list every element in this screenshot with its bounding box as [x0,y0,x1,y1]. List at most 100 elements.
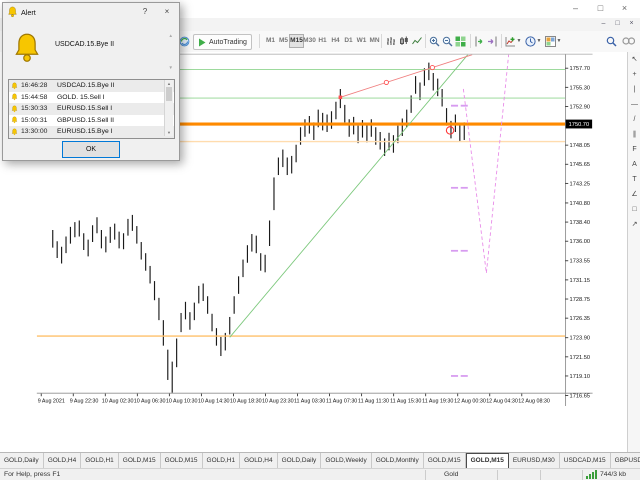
scrollbar-thumb[interactable] [166,87,172,101]
data-window-icon[interactable] [620,34,636,48]
cursor-icon[interactable]: ↖ [631,56,638,63]
alert-dialog-titlebar[interactable]: Alert ? × [3,3,179,21]
equidistant-channel-icon[interactable]: ∥ [632,131,637,138]
alert-time: 15:44:58 [21,93,48,101]
uptrend-green[interactable] [229,54,469,338]
chart-tab-gold-m15[interactable]: GOLD,M15 [465,453,509,469]
status-bar: For Help, press F1 Gold 744/3 kb [0,468,640,480]
ok-button[interactable]: OK [62,141,120,158]
chart-bars-icon[interactable] [384,34,397,48]
autotrading-play-icon [199,38,206,46]
timeframe-d1[interactable]: D1 [344,37,353,44]
svg-text:1755.30: 1755.30 [570,85,590,91]
window-minimize-button[interactable]: – [572,3,578,13]
shapes-icon[interactable]: □ [632,206,637,213]
alert-history-list[interactable]: 16:46:28 USDCAD.15.Bye II 15:44:58 GOLD. 15… [8,79,175,139]
chart-tab-gold-weekly[interactable]: GOLD,Weekly [321,453,372,469]
zoom-in-icon[interactable] [428,34,441,48]
alert-row[interactable]: 15:44:58 GOLD. 15.Sell I [9,92,174,104]
trendline-anchor[interactable] [383,79,389,85]
timeframe-m5[interactable]: M5 [278,37,289,44]
templates-button[interactable]: ▼ [544,34,562,48]
chart-tab-gbpusd-m15[interactable]: GBPUSD,M15 [610,453,640,469]
zoom-out-icon[interactable] [441,34,454,48]
text-label-icon[interactable]: T [632,176,637,183]
alert-row[interactable]: 15:00:31 GBPUSD.15.Sell II [9,115,174,127]
autotrading-button[interactable]: AutoTrading [193,34,252,50]
dialog-close-button[interactable]: × [164,7,170,16]
autoscroll-icon[interactable] [473,34,486,48]
bell-icon [11,128,18,135]
alert-row[interactable]: 16:46:28 USDCAD.15.Bye II [9,80,174,92]
chart-tab-gold-m15[interactable]: GOLD,M15 [160,453,203,469]
bell-icon [11,93,18,101]
dialog-help-button[interactable]: ? [142,7,148,16]
timeframe-mn[interactable]: MN [369,37,380,44]
timeframe-h4[interactable]: H4 [331,37,340,44]
arrows-icon[interactable]: ↗ [631,221,638,228]
trendline-anchor[interactable] [429,64,435,71]
svg-text:10 Aug 02:30: 10 Aug 02:30 [102,398,134,404]
vertical-line-icon[interactable]: | [633,86,636,93]
crosshair-icon[interactable]: + [632,71,637,78]
chart-tab-gold-h4[interactable]: GOLD,H4 [43,453,82,469]
chart-tab-eurusd-m30[interactable]: EURUSD,M30 [508,453,560,469]
child-restore-button[interactable]: □ [615,20,620,27]
timeframe-w1[interactable]: W1 [356,37,367,44]
timeframe-m15[interactable]: M15 [289,34,304,48]
timeframe-h1[interactable]: H1 [318,37,327,44]
trendline-anchor[interactable] [338,95,343,100]
bell-icon [11,105,18,112]
child-close-button[interactable]: × [629,20,634,27]
scrollbar-up-icon[interactable]: ▲ [167,81,171,86]
alert-message: USDCAD.15.Bye II [55,41,115,48]
svg-text:1740.80: 1740.80 [570,201,590,207]
chart-tab-gold-h1[interactable]: GOLD,H1 [202,453,241,469]
timeframe-m1[interactable]: M1 [265,37,276,44]
alert-row[interactable]: 13:30:00 EURUSD.15.Bye I [9,126,174,138]
periods-button[interactable]: ▼ [524,34,542,48]
text-icon[interactable]: A [632,161,637,168]
scrollbar-down-icon[interactable]: ▼ [167,130,171,135]
fibonacci-icon[interactable]: F [632,146,637,153]
forecast-path[interactable] [462,52,510,274]
svg-text:1726.35: 1726.35 [570,316,590,322]
bell-icon [11,82,18,89]
svg-text:10 Aug 10:30: 10 Aug 10:30 [166,398,198,404]
horizontal-line-icon[interactable]: — [631,101,638,108]
scroll-down-icon[interactable]: ▼ [168,65,173,70]
chart-candles-icon[interactable] [397,34,410,48]
window-maximize-button[interactable]: □ [597,3,604,13]
chart-shift-icon[interactable] [486,34,499,48]
svg-text:1743.25: 1743.25 [570,181,590,187]
trendline-icon[interactable]: / [633,116,636,123]
scroll-up-icon[interactable]: ▲ [168,33,173,38]
uptrend-red[interactable] [340,54,473,98]
time-axis: 9 Aug 2021 9 Aug 22:30 10 Aug 02:30 10 Aug … [38,393,550,404]
chart-tab-gold-m15[interactable]: GOLD,M15 [118,453,161,469]
window-close-button[interactable]: × [621,3,628,13]
chart-tab-gold-daily[interactable]: GOLD,Daily [0,453,44,469]
chart-tab-gold-monthly[interactable]: GOLD,Monthly [371,453,424,469]
chart-tab-gold-m15[interactable]: GOLD,M15 [423,453,466,469]
chart-tab-gold-h1[interactable]: GOLD,H1 [81,453,119,469]
new-order-icon[interactable] [177,34,191,48]
angle-icon[interactable]: ∠ [631,191,638,198]
search-icon[interactable] [604,34,618,48]
tile-windows-icon[interactable] [454,34,467,48]
chart-tab-gold-h4[interactable]: GOLD,H4 [240,453,278,469]
chart-line-icon[interactable] [410,34,423,48]
alert-dialog: Alert ? × USDCAD.15.Bye II ▲ ▼ 16:46:28 U… [2,2,180,161]
svg-text:9 Aug 22:30: 9 Aug 22:30 [70,398,99,404]
timeframe-m30[interactable]: M30 [303,37,316,44]
alert-row[interactable]: 15:30:33 EURUSD.15.Sell I [9,103,174,115]
chart-tab-gold-daily[interactable]: GOLD,Daily [277,453,322,469]
bell-icon [8,6,17,18]
alert-bell-icon [15,33,39,62]
svg-text:1736.00: 1736.00 [570,239,590,245]
svg-text:1750.70: 1750.70 [569,122,589,128]
child-minimize-button[interactable]: – [601,20,606,27]
indicators-button[interactable]: ▼ [504,34,522,48]
chart-tab-usdcad-m15[interactable]: USDCAD,M15 [559,453,611,469]
alert-list-scrollbar[interactable]: ▲ ▼ [164,80,173,136]
